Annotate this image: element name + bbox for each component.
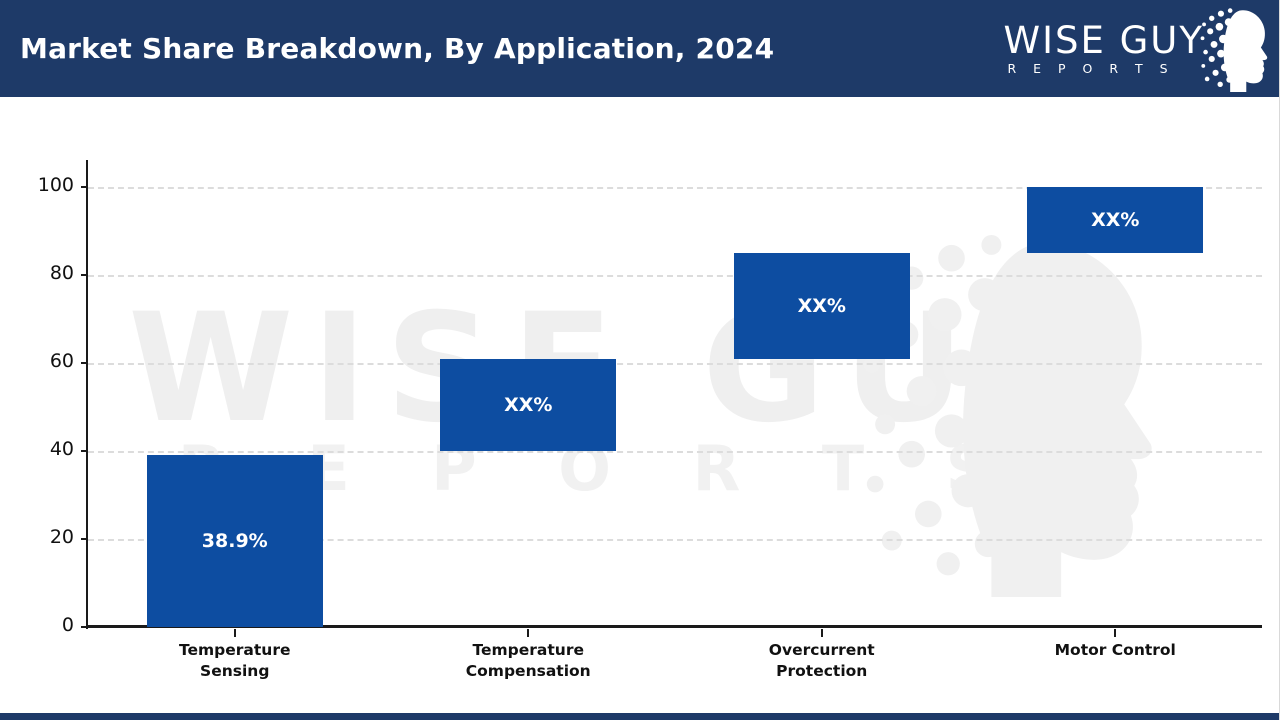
x-tick-mark: [527, 629, 530, 637]
y-gridline: [88, 539, 1262, 541]
category-label: Overcurrent Protection: [768, 641, 875, 681]
wiseguy-logo: WISE GUY R E P O R T S: [1004, 6, 1270, 92]
y-tick-label: 40: [49, 438, 74, 460]
waterfall-bar: XX%: [440, 358, 617, 451]
plot-area: 38.9% XX% XX% XX%: [86, 160, 1262, 629]
y-tick-label: 0: [61, 614, 74, 636]
y-tick-label: 100: [37, 174, 74, 196]
category-label: Temperature Sensing: [179, 641, 291, 681]
y-gridline: [88, 451, 1262, 453]
x-tick-mark: [1114, 629, 1117, 637]
dotted-head-icon: [1198, 6, 1270, 92]
logo-text: WISE GUY R E P O R T S: [1003, 18, 1204, 77]
y-tick-mark: [81, 362, 88, 364]
x-axis-line: [86, 625, 1262, 628]
x-tick-mark: [820, 629, 823, 637]
y-axis-line: [86, 160, 88, 629]
waterfall-bar: 38.9%: [146, 455, 323, 627]
logo-subtext: R E P O R T S: [1007, 61, 1175, 77]
header-bar: Market Share Breakdown, By Application, …: [0, 0, 1279, 97]
y-tick-mark: [81, 186, 88, 188]
y-tick-label: 80: [49, 262, 74, 284]
y-tick-label: 20: [49, 526, 74, 548]
category-label: Motor Control: [1054, 641, 1176, 659]
category-label: Temperature Compensation: [465, 641, 591, 681]
x-tick-mark: [233, 629, 236, 637]
bar-value-label: XX%: [797, 294, 846, 317]
y-gridline: [88, 187, 1262, 189]
y-gridline: [88, 363, 1262, 365]
chart-title: Market Share Breakdown, By Application, …: [20, 32, 775, 65]
bar-value-label: XX%: [1091, 209, 1140, 231]
footer-bar: [0, 713, 1279, 720]
logo-wordmark: WISE GUY: [1003, 18, 1204, 62]
bar-value-label: 38.9%: [201, 530, 268, 553]
y-tick-mark: [81, 626, 88, 628]
bar-value-label: XX%: [504, 393, 553, 416]
waterfall-bar: XX%: [733, 253, 910, 359]
waterfall-bar: XX%: [1027, 187, 1204, 253]
y-tick-mark: [81, 450, 88, 452]
y-tick-label: 60: [49, 350, 74, 372]
y-gridline: [88, 275, 1262, 277]
y-tick-mark: [81, 538, 88, 540]
y-tick-mark: [81, 274, 88, 276]
